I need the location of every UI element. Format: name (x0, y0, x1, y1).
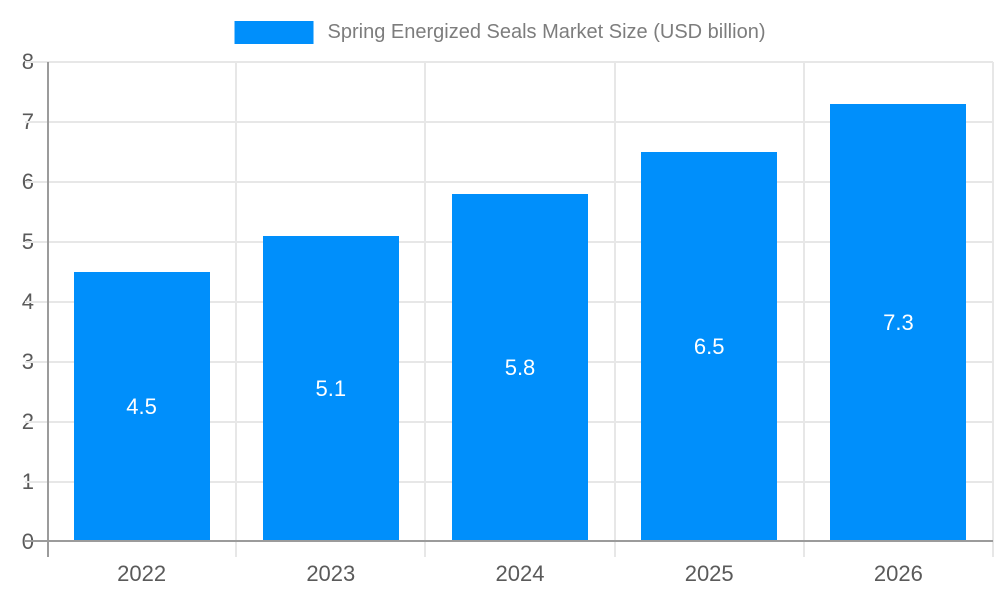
bar-value-label: 4.5 (126, 394, 157, 419)
bar-2026[interactable]: 7.3 (830, 104, 967, 542)
x-tick-label: 2024 (495, 561, 545, 586)
x-tick-label: 2025 (684, 561, 734, 586)
bar-value-label: 5.1 (315, 376, 347, 401)
gridline-vertical (802, 62, 805, 557)
gridline-horizontal (25, 61, 993, 63)
gridline-vertical (235, 62, 238, 557)
y-axis-line (47, 62, 49, 557)
x-tick-label: 2023 (306, 561, 356, 586)
gridline-horizontal (25, 121, 993, 123)
y-tick-label: 0 (22, 531, 34, 553)
bar-value-label: 7.3 (883, 310, 914, 335)
bar-2025[interactable]: 6.5 (641, 152, 778, 542)
bar-2024[interactable]: 5.8 (452, 194, 588, 542)
plot-area: 0123456784.520225.120235.820246.520257.3… (22, 51, 994, 585)
x-tick-label: 2026 (873, 561, 923, 586)
x-axis-line (25, 540, 993, 542)
chart-legend[interactable]: Spring Energized Seals Market Size (USD … (234, 21, 766, 44)
bar-value-label: 5.8 (504, 355, 536, 380)
x-tick-label: 2022 (117, 561, 167, 586)
gridline-vertical (424, 62, 427, 557)
gridline-vertical (992, 62, 994, 557)
bar-2023[interactable]: 5.1 (262, 236, 399, 542)
bar-value-label: 6.5 (693, 334, 725, 359)
bar-2022[interactable]: 4.5 (73, 272, 210, 542)
legend-swatch (234, 21, 314, 44)
gridline-vertical (613, 62, 616, 557)
gridline-horizontal (25, 181, 993, 183)
legend-label: Spring Energized Seals Market Size (USD … (327, 21, 766, 43)
